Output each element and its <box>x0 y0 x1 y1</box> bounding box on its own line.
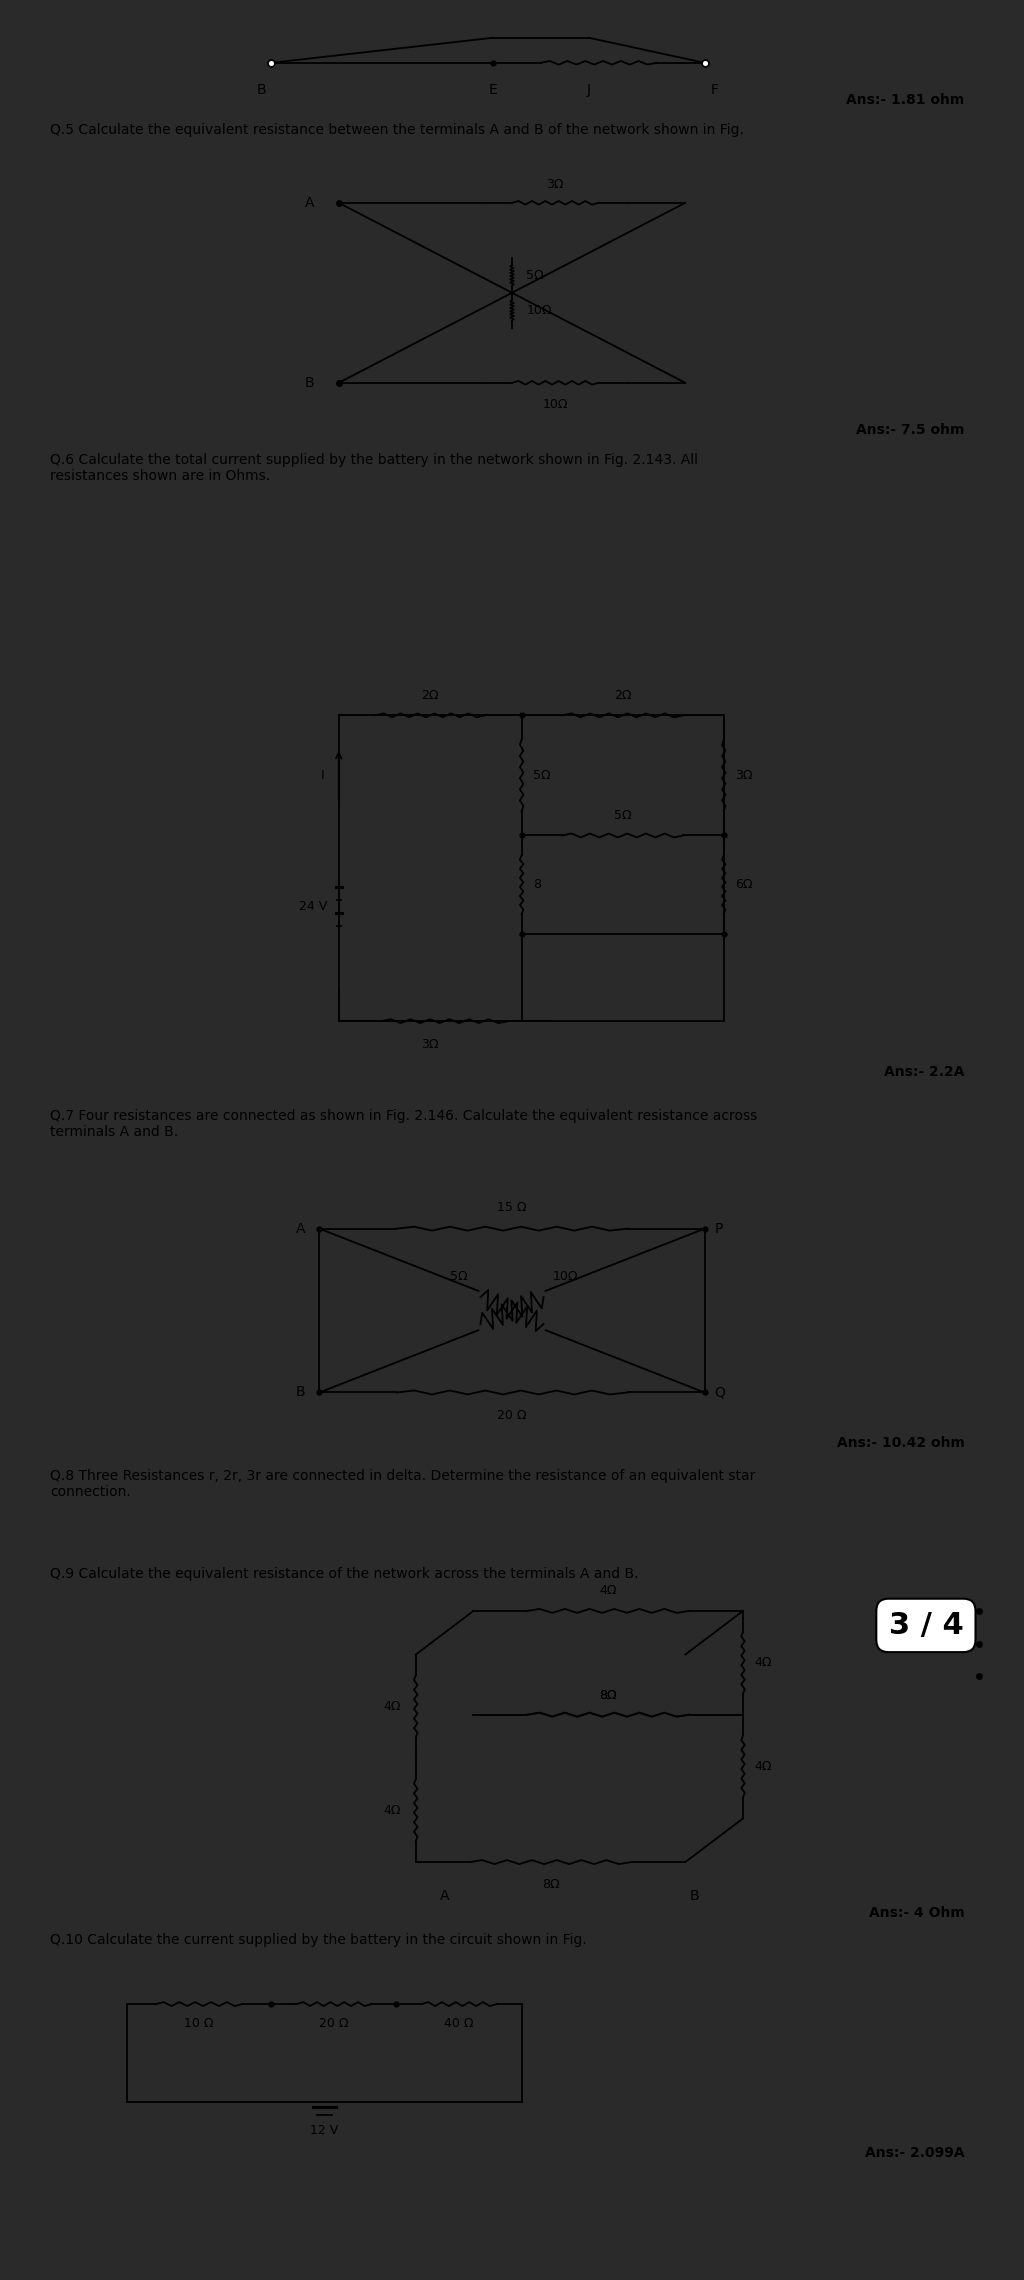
Text: Ans:- 4 Ohm: Ans:- 4 Ohm <box>868 1906 965 1920</box>
Text: 4Ω: 4Ω <box>384 1803 401 1817</box>
Text: Q.10 Calculate the current supplied by the battery in the circuit shown in Fig.: Q.10 Calculate the current supplied by t… <box>50 1933 587 1947</box>
Text: 10Ω: 10Ω <box>552 1270 578 1284</box>
Text: Q.9 Calculate the equivalent resistance of the network across the terminals A an: Q.9 Calculate the equivalent resistance … <box>50 1566 639 1582</box>
Text: Ans:- 10.42 ohm: Ans:- 10.42 ohm <box>837 1436 965 1450</box>
Text: Ans:- 7.5 ohm: Ans:- 7.5 ohm <box>856 422 965 438</box>
Text: 8: 8 <box>534 878 541 891</box>
Text: 10Ω: 10Ω <box>543 397 568 410</box>
Text: 3Ω: 3Ω <box>735 768 753 782</box>
Text: 3 / 4: 3 / 4 <box>889 1612 964 1639</box>
Text: B: B <box>257 82 266 96</box>
Text: 10 Ω: 10 Ω <box>184 2018 214 2029</box>
Text: 20 Ω: 20 Ω <box>498 1409 526 1423</box>
Text: Q.5 Calculate the equivalent resistance between the terminals A and B of the net: Q.5 Calculate the equivalent resistance … <box>50 123 743 137</box>
Text: 5Ω: 5Ω <box>534 768 551 782</box>
Text: 2Ω: 2Ω <box>614 689 632 702</box>
Text: Q.7 Four resistances are connected as shown in Fig. 2.146. Calculate the equival: Q.7 Four resistances are connected as sh… <box>50 1108 757 1138</box>
Text: I: I <box>321 768 325 782</box>
Text: Q: Q <box>714 1386 725 1400</box>
Text: 40 Ω: 40 Ω <box>444 2018 474 2029</box>
Text: 12 V: 12 V <box>310 2125 338 2136</box>
Text: Ans:- 2.2A: Ans:- 2.2A <box>884 1065 965 1078</box>
Text: A: A <box>440 1890 450 1904</box>
Text: 4Ω: 4Ω <box>755 1655 772 1669</box>
Text: Q.6 Calculate the total current supplied by the battery in the network shown in : Q.6 Calculate the total current supplied… <box>50 454 698 483</box>
Text: 4Ω: 4Ω <box>755 1760 772 1774</box>
Text: Q.8 Three Resistances r, 2r, 3r are connected in delta. Determine the resistance: Q.8 Three Resistances r, 2r, 3r are conn… <box>50 1468 756 1500</box>
Text: 2Ω: 2Ω <box>422 689 439 702</box>
Text: 24 V: 24 V <box>299 901 328 912</box>
Text: B: B <box>296 1386 305 1400</box>
Text: B: B <box>305 376 314 390</box>
Text: 4Ω: 4Ω <box>384 1701 401 1712</box>
Text: J: J <box>587 82 591 96</box>
Text: A: A <box>296 1222 305 1236</box>
Text: Ans:- 2.099A: Ans:- 2.099A <box>865 2145 965 2159</box>
Text: F: F <box>710 82 718 96</box>
Text: 5Ω: 5Ω <box>526 269 544 283</box>
Text: 3Ω: 3Ω <box>422 1037 439 1051</box>
Text: 8Ω: 8Ω <box>599 1689 617 1701</box>
Text: 8Ω: 8Ω <box>599 1689 617 1701</box>
Text: A: A <box>305 196 314 210</box>
Text: 3Ω: 3Ω <box>547 178 564 192</box>
Text: E: E <box>488 82 497 96</box>
Text: 20 Ω: 20 Ω <box>319 2018 349 2029</box>
Text: 15 Ω: 15 Ω <box>498 1202 526 1215</box>
Text: B: B <box>690 1890 699 1904</box>
Text: P: P <box>714 1222 723 1236</box>
Text: Ans:- 1.81 ohm: Ans:- 1.81 ohm <box>846 93 965 107</box>
Text: 4Ω: 4Ω <box>599 1585 617 1596</box>
Text: 5Ω: 5Ω <box>451 1270 468 1284</box>
Text: 5Ω: 5Ω <box>613 809 632 823</box>
Text: 8Ω: 8Ω <box>542 1879 559 1892</box>
Text: 10Ω: 10Ω <box>526 303 552 317</box>
Text: 6Ω: 6Ω <box>735 878 753 891</box>
